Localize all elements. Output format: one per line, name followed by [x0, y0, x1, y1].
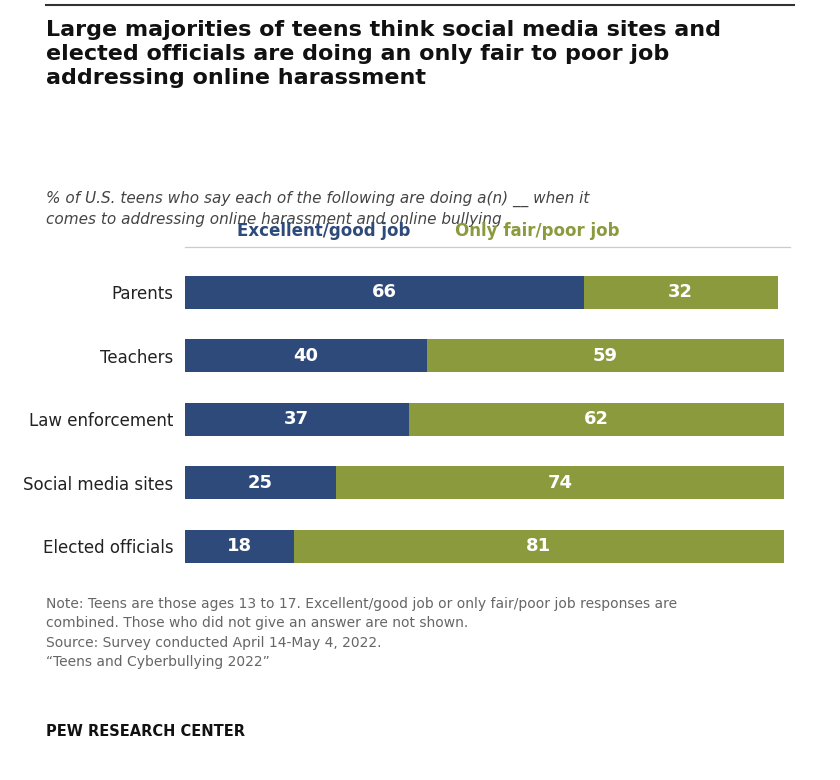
Bar	[185, 530, 294, 562]
Text: Note: Teens are those ages 13 to 17. Excellent/good job or only fair/poor job re: Note: Teens are those ages 13 to 17. Exc…	[46, 597, 677, 669]
Bar	[584, 276, 778, 309]
Bar	[408, 402, 784, 436]
Text: 37: 37	[284, 410, 309, 428]
Text: 74: 74	[548, 473, 572, 491]
Bar	[185, 276, 584, 309]
Text: 32: 32	[669, 283, 693, 301]
Text: 25: 25	[248, 473, 273, 491]
Bar	[185, 402, 408, 436]
Text: 59: 59	[593, 347, 617, 365]
Bar	[185, 466, 336, 499]
Text: 62: 62	[584, 410, 608, 428]
Bar	[336, 466, 784, 499]
Text: Only fair/poor job: Only fair/poor job	[455, 222, 620, 240]
Bar	[185, 339, 427, 372]
Text: PEW RESEARCH CENTER: PEW RESEARCH CENTER	[46, 724, 245, 739]
Bar	[427, 339, 784, 372]
Text: % of U.S. teens who say each of the following are doing a(n) __ when it
comes to: % of U.S. teens who say each of the foll…	[46, 191, 590, 226]
Text: Large majorities of teens think social media sites and
elected officials are doi: Large majorities of teens think social m…	[46, 20, 722, 87]
Text: Excellent/good job: Excellent/good job	[237, 222, 410, 240]
Bar	[294, 530, 784, 562]
Text: 18: 18	[227, 537, 252, 555]
Text: 81: 81	[526, 537, 551, 555]
Text: 66: 66	[372, 283, 396, 301]
Text: 40: 40	[293, 347, 318, 365]
